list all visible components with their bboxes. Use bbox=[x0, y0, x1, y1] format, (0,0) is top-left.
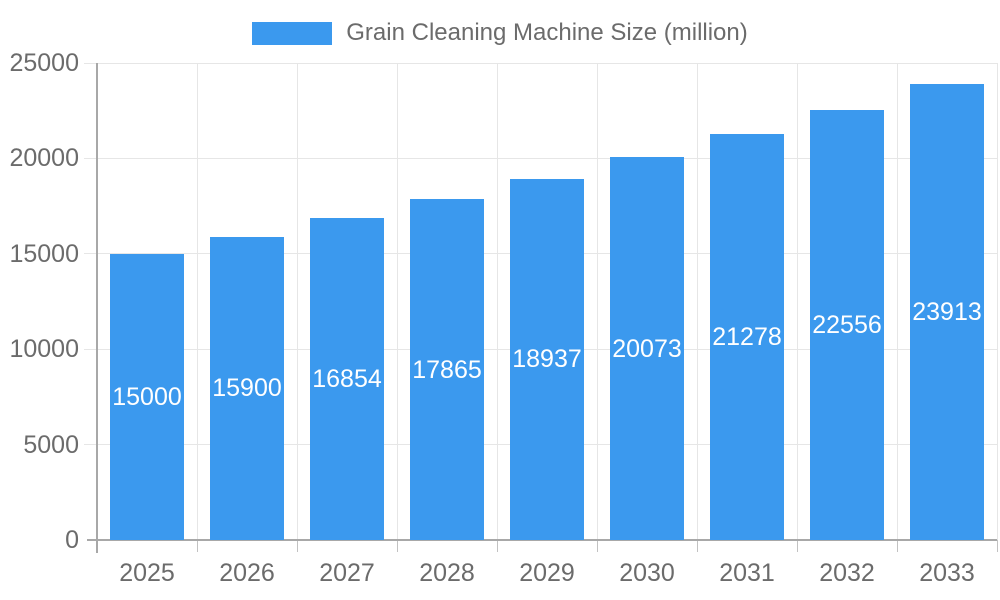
bar[interactable] bbox=[910, 83, 984, 540]
y-tick-label: 15000 bbox=[9, 239, 79, 268]
y-gridline bbox=[84, 62, 997, 64]
x-tick-label: 2032 bbox=[819, 559, 875, 587]
x-tick-label: 2029 bbox=[519, 559, 575, 587]
y-tick-label: 10000 bbox=[9, 335, 79, 364]
bar-value-label: 23913 bbox=[912, 297, 982, 326]
bar[interactable] bbox=[810, 109, 884, 540]
category-gridline bbox=[996, 63, 998, 540]
x-tick-label: 2026 bbox=[219, 559, 275, 587]
bar-value-label: 16854 bbox=[312, 365, 382, 394]
y-axis-line bbox=[96, 63, 98, 553]
category-gridline bbox=[596, 63, 598, 540]
category-gridline bbox=[696, 63, 698, 540]
category-tick bbox=[296, 540, 298, 552]
category-gridline bbox=[296, 63, 298, 540]
category-tick bbox=[896, 540, 898, 552]
x-axis-line bbox=[87, 539, 997, 541]
bar[interactable] bbox=[210, 236, 284, 540]
category-tick bbox=[496, 540, 498, 552]
legend-swatch bbox=[252, 21, 333, 45]
category-tick bbox=[196, 540, 198, 552]
category-tick bbox=[796, 540, 798, 552]
category-tick bbox=[696, 540, 698, 552]
x-tick-label: 2030 bbox=[619, 559, 675, 587]
category-tick bbox=[596, 540, 598, 552]
bar-value-label: 15000 bbox=[112, 382, 182, 411]
y-tick-label: 25000 bbox=[9, 49, 79, 77]
category-gridline bbox=[396, 63, 398, 540]
x-tick-label: 2028 bbox=[419, 559, 475, 587]
category-gridline bbox=[796, 63, 798, 540]
y-tick-label: 5000 bbox=[23, 430, 79, 459]
legend-label: Grain Cleaning Machine Size (million) bbox=[346, 19, 748, 46]
y-tick-label: 0 bbox=[65, 526, 79, 554]
bar[interactable] bbox=[110, 253, 184, 540]
y-tick-label: 20000 bbox=[9, 144, 79, 173]
x-tick-label: 2025 bbox=[119, 559, 175, 587]
bar-value-label: 20073 bbox=[612, 334, 682, 363]
bar[interactable] bbox=[510, 178, 584, 540]
bar[interactable] bbox=[610, 157, 684, 540]
category-tick bbox=[396, 540, 398, 552]
y-gridline bbox=[84, 157, 997, 159]
x-tick-label: 2031 bbox=[719, 559, 775, 587]
bar-value-label: 15900 bbox=[212, 374, 282, 403]
bar-value-label: 21278 bbox=[712, 323, 782, 351]
bar[interactable] bbox=[710, 134, 784, 540]
bar[interactable] bbox=[310, 218, 384, 540]
bar-value-label: 18937 bbox=[512, 345, 582, 374]
category-tick bbox=[996, 540, 998, 552]
x-tick-label: 2027 bbox=[319, 559, 375, 587]
category-gridline bbox=[896, 63, 898, 540]
category-gridline bbox=[196, 63, 198, 540]
bar-value-label: 22556 bbox=[812, 310, 882, 339]
bar-value-label: 17865 bbox=[412, 355, 482, 384]
x-tick-label: 2033 bbox=[919, 559, 975, 587]
bar[interactable] bbox=[410, 199, 484, 540]
legend[interactable]: Grain Cleaning Machine Size (million) bbox=[0, 19, 1000, 47]
category-gridline bbox=[496, 63, 498, 540]
